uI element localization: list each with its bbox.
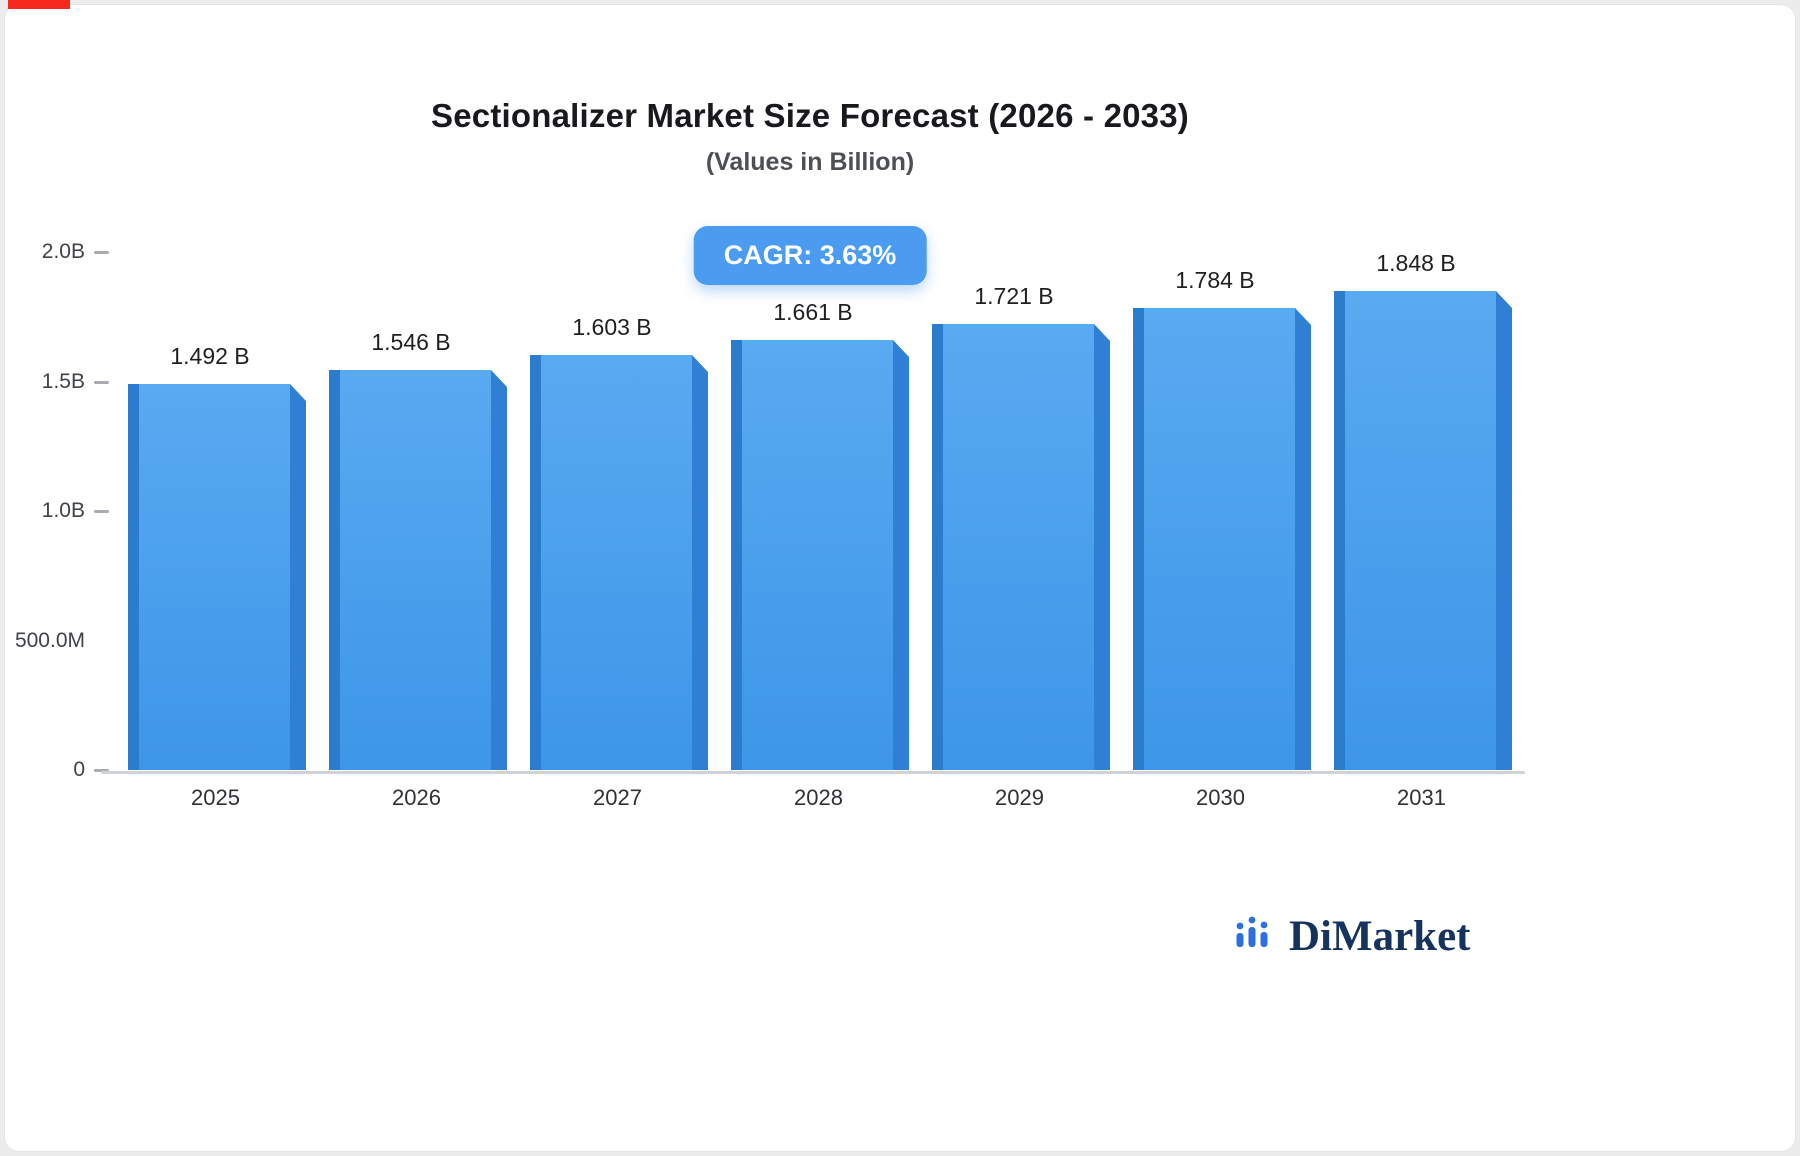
y-tick-label: 1.5B — [41, 370, 85, 393]
bar — [329, 370, 491, 770]
bar-group-2031: 1.848 B 2031 — [1321, 250, 1522, 810]
dimarket-logo: DiMarket — [1231, 905, 1471, 958]
bar-group-2026: 1.546 B 2026 — [316, 252, 517, 810]
bar-group-2027: 1.603 B 2027 — [517, 252, 718, 810]
bar — [128, 384, 290, 770]
bar-value-label: 1.492 B — [170, 343, 250, 369]
bar-group-2025: 1.492 B 2025 — [115, 252, 316, 810]
dimarket-logo-text: DiMarket — [1289, 913, 1471, 960]
bar-value-label: 1.848 B — [1376, 250, 1456, 276]
y-tick-dash — [94, 381, 109, 384]
x-tick-label: 2027 — [593, 785, 642, 810]
plot-area: 2.0B 1.5B 1.0B 500.0M 0 1.492 B 2025 1.546 B 20… — [5, 5, 1795, 1151]
chart-subtitle: (Values in Billion) — [705, 148, 915, 176]
bar-value-label: 1.721 B — [974, 283, 1054, 309]
chart-title: Sectionalizer Market Size Forecast (2026… — [431, 97, 1189, 134]
bar-group-2028: 1.661 B 2028 — [718, 252, 919, 810]
bar-value-label: 1.546 B — [371, 329, 451, 355]
bar-value-label: 1.661 B — [773, 299, 853, 325]
y-axis: 2.0B 1.5B 1.0B 500.0M 0 — [5, 240, 115, 781]
x-tick-label: 2029 — [995, 785, 1044, 810]
y-tick-label: 1.0B — [41, 499, 85, 522]
bars: 1.492 B 2025 1.546 B 2026 1.603 B 2027 1.661 B… — [115, 250, 1522, 810]
chart-card: Sectionalizer Market Size Forecast (2026… — [5, 5, 1795, 1151]
bar-value-label: 1.784 B — [1175, 267, 1255, 293]
x-tick-label: 2026 — [392, 785, 441, 810]
screen-corner-red-marker — [8, 0, 70, 9]
bar — [1334, 291, 1496, 770]
bar — [932, 324, 1094, 770]
y-tick-dash — [94, 510, 109, 513]
x-tick-label: 2028 — [794, 785, 843, 810]
y-tick-label: 0 — [73, 758, 85, 781]
bar-group-2029: 1.721 B 2029 — [919, 252, 1120, 810]
y-tick-label: 2.0B — [41, 240, 85, 263]
cagr-badge: CAGR: 3.63% — [693, 226, 927, 285]
y-tick-dash — [94, 769, 109, 772]
x-axis-baseline — [101, 771, 1525, 774]
bar-value-label: 1.603 B — [572, 314, 652, 340]
bar — [530, 355, 692, 770]
x-tick-label: 2025 — [191, 785, 240, 810]
y-tick-label: 500.0M — [14, 629, 85, 652]
bar — [1133, 308, 1295, 770]
x-tick-label: 2030 — [1196, 785, 1245, 810]
dimarket-logo-icon — [1231, 905, 1279, 958]
x-tick-label: 2031 — [1397, 785, 1446, 810]
bar-group-2030: 1.784 B 2030 — [1120, 252, 1321, 810]
y-tick-dash — [94, 251, 109, 254]
bar — [731, 340, 893, 770]
